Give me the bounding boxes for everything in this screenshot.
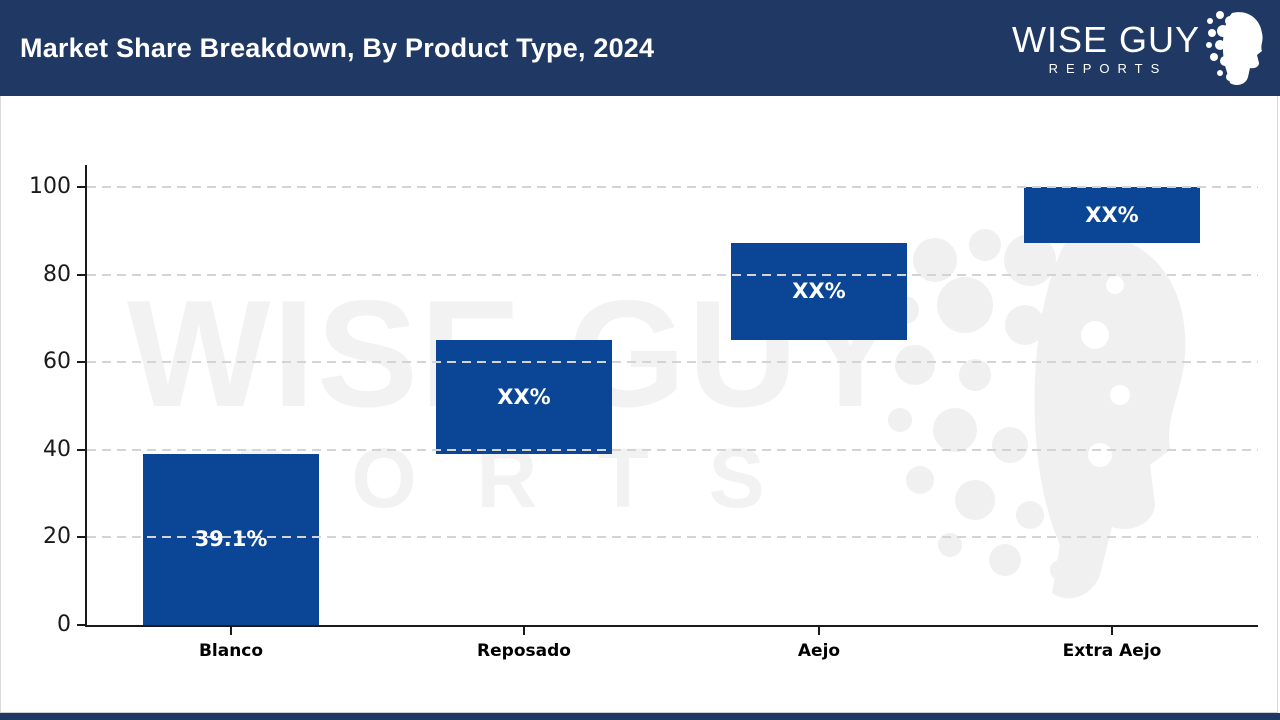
x-tick [818,627,820,635]
y-tick-label: 40 [43,436,71,462]
x-tick [523,627,525,635]
gridline [87,361,1258,364]
x-tick [1111,627,1113,635]
bar-value-label: 39.1% [194,527,268,552]
brand-subtitle: REPORTS [1048,60,1168,76]
y-tick-label: 20 [43,524,71,550]
bar-value-label: XX% [792,279,846,304]
y-tick-label: 60 [43,349,71,375]
y-tick [77,361,85,364]
y-tick-label: 0 [57,612,71,637]
gridline [87,448,1258,451]
bar-blanco [143,453,319,625]
x-axis-line [85,625,1258,627]
y-tick-label: 80 [43,261,71,287]
bar-extra-aejo [1024,187,1200,244]
x-tick [230,627,232,635]
y-axis-line [85,165,87,627]
y-tick [77,273,85,276]
x-category-label: Extra Aejo [1062,641,1162,661]
bar-value-label: XX% [497,384,551,409]
gridline [87,273,1258,276]
x-category-label: Aejo [797,641,841,661]
gridline [87,186,1258,188]
y-tick [77,536,85,539]
bar-reposado [436,339,612,454]
header: Market Share Breakdown, By Product Type,… [0,0,1280,96]
brand-logo: WISE GUY REPORTS [1012,7,1266,89]
footer-bar [0,713,1280,720]
brand-text: WISE GUY REPORTS [1011,18,1200,76]
chart-title: Market Share Breakdown, By Product Type,… [20,32,655,63]
y-tick-label: 100 [29,174,71,199]
bar-aejo [731,243,907,340]
y-tick [77,186,85,188]
y-tick [77,448,85,451]
gridline [87,536,1258,539]
x-category-label: Reposado [477,641,571,661]
bar-value-label: XX% [1085,203,1139,228]
x-category-label: Blanco [198,641,264,661]
brand-name: WISE GUY [1011,18,1200,60]
y-tick [77,624,85,626]
brand-face-icon [1206,11,1263,85]
